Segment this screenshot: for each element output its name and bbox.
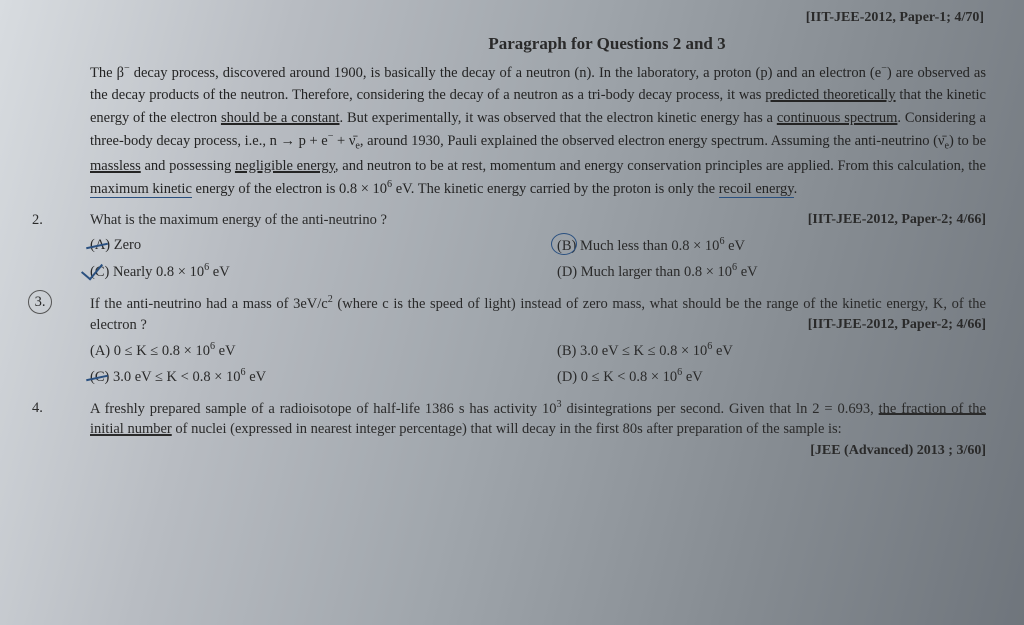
- para-text: + ν̄: [333, 133, 355, 149]
- question-text: What is the maximum energy of the anti-n…: [90, 212, 387, 228]
- question-source-tag: [IIT-JEE-2012, Paper-2; 4/66]: [808, 210, 986, 230]
- option-a: (A) 0 ≤ K ≤ 0.8 × 106 eV: [90, 340, 527, 362]
- question-source-tag: [IIT-JEE-2012, Paper-2; 4/66]: [808, 315, 986, 335]
- question-text: A freshly prepared sample of a radioisot…: [90, 400, 557, 416]
- option-d: (D) 0 ≤ K < 0.8 × 106 eV: [557, 366, 994, 388]
- para-text: eV. The kinetic energy carried by the pr…: [392, 181, 719, 197]
- header-tag: [IIT-JEE-2012, Paper-1; 4/70]: [40, 8, 994, 28]
- options-grid: (A) 0 ≤ K ≤ 0.8 × 106 eV (B) 3.0 eV ≤ K …: [90, 340, 994, 388]
- ink-underlined-phrase: maximum kinetic: [90, 181, 192, 198]
- option-text: (A) 0 ≤ K ≤ 0.8 × 10: [90, 343, 210, 359]
- ink-underlined-phrase: recoil energy: [719, 181, 794, 198]
- para-text: , and neutron to be at rest, momentum an…: [335, 158, 986, 174]
- question-source-tag: [JEE (Advanced) 2013 ; 3/60]: [810, 441, 986, 461]
- option-text: (C) Nearly 0.8 × 10: [90, 264, 204, 280]
- option-text: (B) Much less than 0.8 × 10: [557, 238, 719, 254]
- option-text: eV: [737, 264, 758, 280]
- option-b: (B) Much less than 0.8 × 106 eV: [557, 235, 994, 257]
- underlined-phrase: massless: [90, 158, 141, 174]
- option-c: (C) Nearly 0.8 × 106 eV: [90, 261, 527, 283]
- option-d: (D) Much larger than 0.8 × 106 eV: [557, 261, 994, 283]
- underlined-phrase: predicted theoretically: [765, 87, 895, 103]
- question-text: of nuclei (expressed in nearest integer …: [172, 421, 842, 437]
- option-text: eV: [215, 343, 236, 359]
- underlined-phrase: negligible energy: [235, 158, 335, 174]
- context-paragraph: The β− decay process, discovered around …: [90, 61, 986, 200]
- question-text: If the anti-neutrino had a mass of 3eV/c: [90, 296, 328, 312]
- question-3: 3. If the anti-neutrino had a mass of 3e…: [40, 293, 994, 388]
- option-text: eV: [682, 369, 703, 385]
- question-number-circled: 3.: [28, 290, 52, 314]
- question-number: 2.: [32, 210, 43, 231]
- para-text: .: [794, 181, 798, 197]
- option-text: (D) 0 ≤ K < 0.8 × 10: [557, 369, 677, 385]
- para-text: decay process, discovered around 1900, i…: [130, 65, 882, 81]
- option-c: (C) 3.0 eV ≤ K < 0.8 × 106 eV: [90, 366, 527, 388]
- underlined-phrase: should be a constant: [221, 110, 340, 126]
- section-title: Paragraph for Questions 2 and 3: [220, 32, 994, 57]
- underlined-phrase: continuous spectrum: [777, 110, 898, 126]
- para-text: The β: [90, 65, 124, 81]
- option-b: (B) 3.0 eV ≤ K ≤ 0.8 × 106 eV: [557, 340, 994, 362]
- option-text: eV: [725, 238, 746, 254]
- option-text: (D) Much larger than 0.8 × 10: [557, 264, 732, 280]
- option-text: (B) 3.0 eV ≤ K ≤ 0.8 × 10: [557, 343, 707, 359]
- option-a: (A) Zero: [90, 235, 527, 257]
- para-text: energy of the electron is 0.8 × 10: [192, 181, 387, 197]
- question-text: disintegrations per second. Given that l…: [562, 400, 879, 416]
- para-text: , around 1930, Pauli explained the obser…: [360, 133, 945, 149]
- page: [IIT-JEE-2012, Paper-1; 4/70] Paragraph …: [40, 8, 994, 441]
- para-text: . But experimentally, it was observed th…: [340, 110, 777, 126]
- options-grid: (A) Zero (B) Much less than 0.8 × 106 eV…: [90, 235, 994, 283]
- option-text: eV: [209, 264, 230, 280]
- option-label-struck: (A) Zero: [90, 237, 141, 253]
- question-4: 4. A freshly prepared sample of a radioi…: [40, 398, 994, 441]
- option-text: eV: [712, 343, 733, 359]
- question-number: 4.: [32, 398, 43, 419]
- para-text: ) to be: [949, 133, 986, 149]
- question-2: 2. What is the maximum energy of the ant…: [40, 210, 994, 283]
- para-text: and possessing: [141, 158, 235, 174]
- option-label-struck: (C) 3.0 eV ≤ K < 0.8 × 10: [90, 369, 241, 385]
- option-text: eV: [246, 369, 267, 385]
